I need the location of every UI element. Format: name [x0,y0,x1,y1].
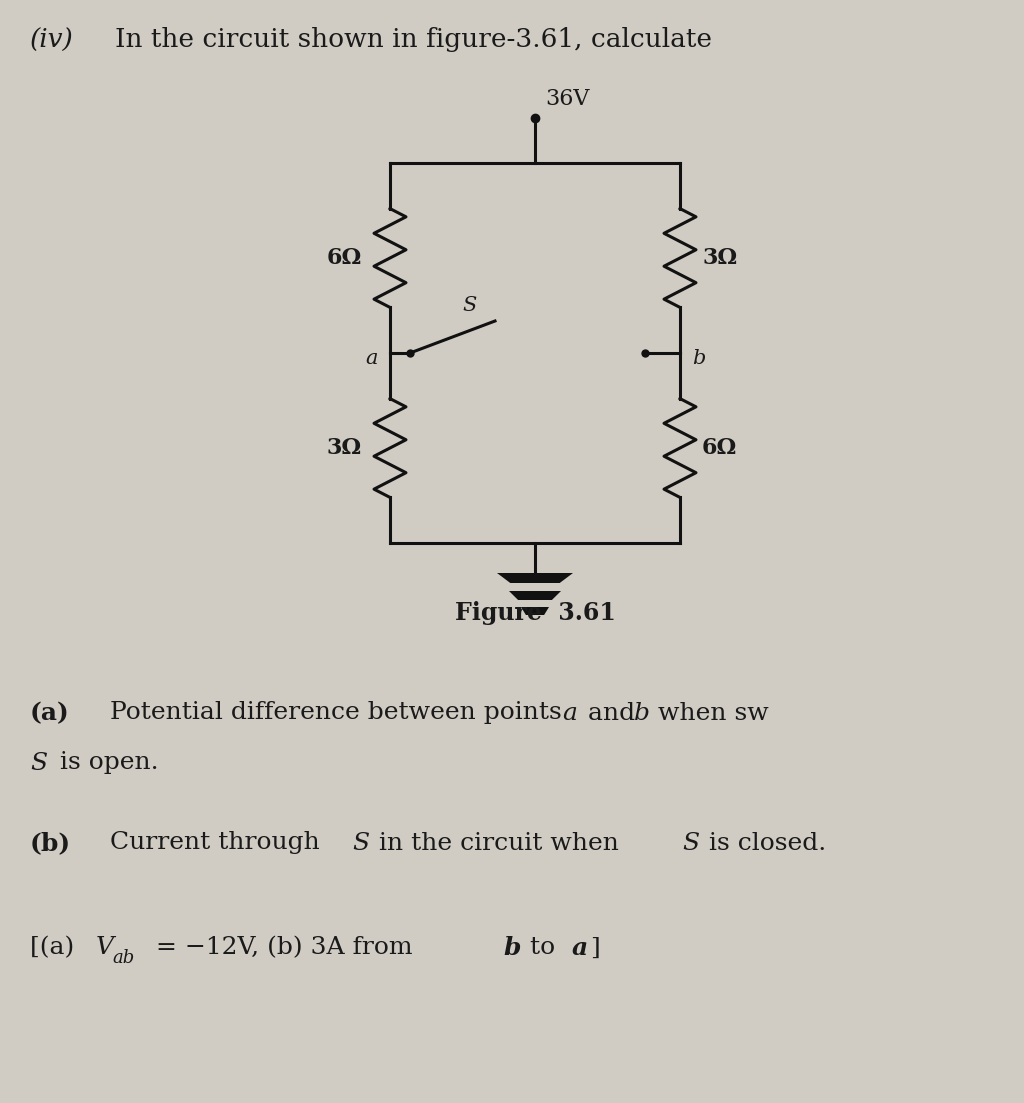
Text: S: S [463,296,477,315]
Text: when sw: when sw [650,702,769,725]
Text: a: a [562,702,577,725]
Text: in the circuit when: in the circuit when [371,832,627,855]
Text: b: b [634,702,650,725]
Text: and: and [580,702,643,725]
Text: S: S [682,832,699,855]
Text: Current through: Current through [110,832,328,855]
Text: S: S [352,832,369,855]
Text: [(a): [(a) [30,936,82,960]
Text: 6Ω: 6Ω [327,247,362,269]
Polygon shape [509,591,561,600]
Polygon shape [521,607,549,615]
Text: 6Ω: 6Ω [702,437,737,459]
Text: ab: ab [112,949,134,967]
Text: 36V: 36V [545,88,590,110]
Text: (b): (b) [30,831,71,855]
Polygon shape [497,572,573,583]
Text: V: V [96,936,114,960]
Text: Figure  3.61: Figure 3.61 [455,601,615,625]
Text: S: S [30,751,47,774]
Text: 3Ω: 3Ω [327,437,362,459]
Text: Potential difference between points: Potential difference between points [110,702,569,725]
Text: a: a [572,936,588,960]
Text: is closed.: is closed. [701,832,826,855]
Text: 3Ω: 3Ω [702,247,737,269]
Text: In the circuit shown in figure-3.61, calculate: In the circuit shown in figure-3.61, cal… [115,28,712,53]
Text: (iv): (iv) [30,28,74,53]
Text: b: b [503,936,520,960]
Text: ]: ] [590,936,600,960]
Text: b: b [692,350,706,368]
Text: = −12V, (b) 3A from: = −12V, (b) 3A from [148,936,421,960]
Text: a: a [366,350,378,368]
Text: is open.: is open. [52,751,159,774]
Text: to: to [522,936,563,960]
Text: (a): (a) [30,702,70,725]
